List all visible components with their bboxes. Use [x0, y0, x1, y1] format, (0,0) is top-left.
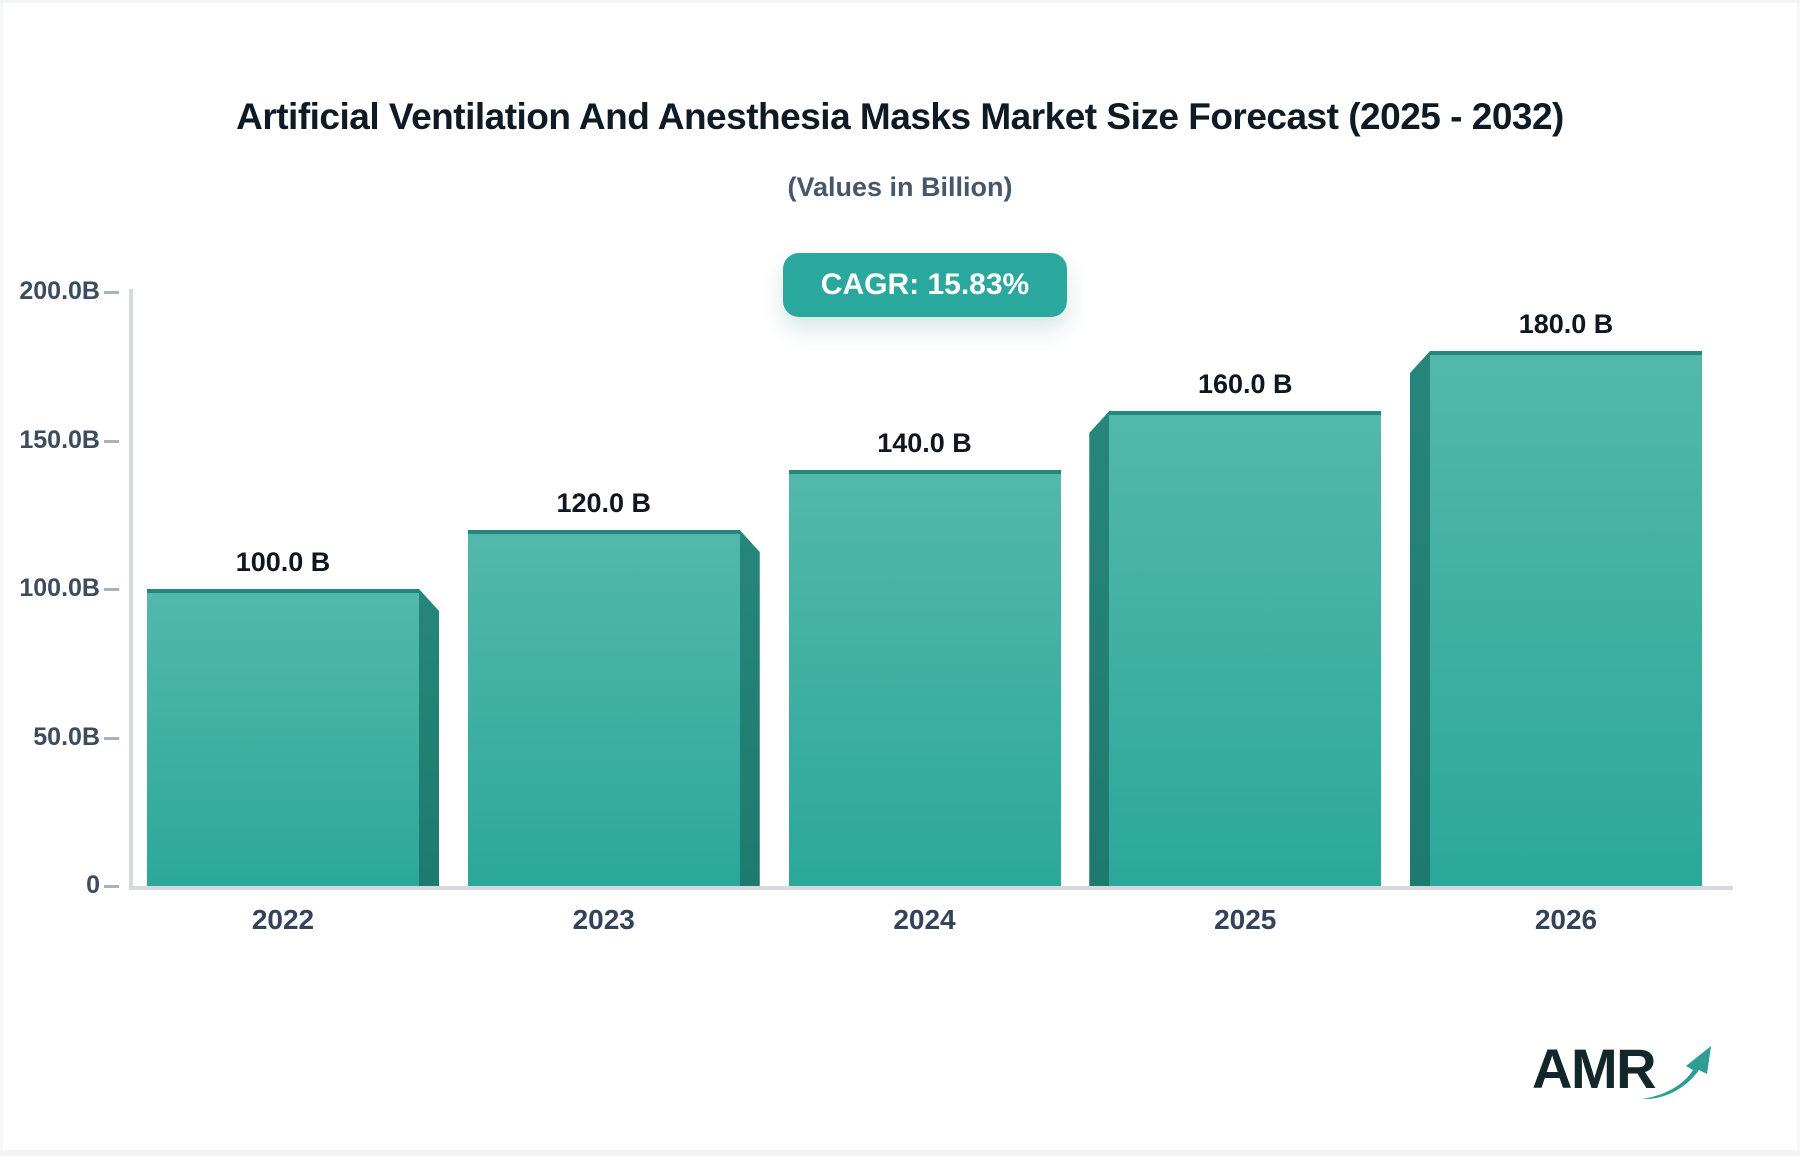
chart-subtitle: (Values in Billion) — [787, 172, 1013, 202]
y-axis-tick-label: 50.0B — [33, 722, 100, 751]
chart-title: Artificial Ventilation And Anesthesia Ma… — [236, 96, 1564, 137]
bar-2024: 140.0 B 2024 — [788, 428, 1061, 935]
x-axis-line — [129, 886, 1733, 890]
bar-side-face — [1089, 411, 1110, 886]
bar-side-face — [419, 589, 439, 886]
amr-logo: AMR — [1532, 1032, 1713, 1104]
bar-face — [1430, 351, 1702, 886]
y-axis-tick-mark — [104, 291, 119, 294]
bar-value-label: 160.0 B — [1197, 369, 1293, 399]
bar-face — [467, 530, 740, 886]
y-axis-tick-mark — [104, 439, 119, 443]
x-axis-label: 2025 — [1214, 904, 1277, 935]
bar-side-face — [1410, 351, 1430, 886]
y-axis-line — [129, 289, 133, 890]
y-axis-tick-label: 150.0B — [19, 425, 100, 454]
y-axis-tick-mark — [104, 588, 119, 591]
bar-side-face — [739, 530, 760, 886]
x-axis-label: 2023 — [572, 904, 635, 935]
bar-2026: 180.0 B 2026 — [1410, 309, 1702, 935]
x-axis-label: 2026 — [1534, 904, 1598, 935]
y-axis-tick-label: 100.0B — [19, 574, 100, 602]
x-axis-label: 2022 — [251, 904, 315, 935]
bar-value-label: 140.0 B — [877, 428, 972, 458]
bar-value-label: 120.0 B — [556, 488, 652, 518]
y-axis-tick-label: 200.0B — [19, 277, 100, 305]
amr-logo-text: AMR — [1532, 1036, 1657, 1100]
growth-arrow-icon — [1642, 1046, 1712, 1100]
x-axis-label: 2024 — [893, 904, 956, 935]
y-axis-tick-mark — [104, 885, 119, 888]
bar-2023: 120.0 B 2023 — [467, 488, 760, 935]
y-axis-tick-mark — [104, 736, 119, 740]
bar-face — [1109, 411, 1382, 886]
y-axis-tick-label: 0 — [86, 871, 100, 899]
bar-face — [147, 589, 419, 886]
bars-area: 100.0 B 2022 120.0 B 2023 140.0 B 2024 160.0 B… — [147, 292, 1702, 935]
bar-value-label: 100.0 B — [235, 547, 331, 577]
bar-2022: 100.0 B 2022 — [147, 547, 439, 935]
bar-face — [788, 470, 1061, 886]
bar-value-label: 180.0 B — [1518, 309, 1614, 339]
cagr-badge: CAGR: 15.83% — [782, 253, 1068, 317]
bar-2025: 160.0 B 2025 — [1089, 369, 1382, 935]
cagr-badge-container: CAGR: 15.83% — [25, 253, 1800, 317]
